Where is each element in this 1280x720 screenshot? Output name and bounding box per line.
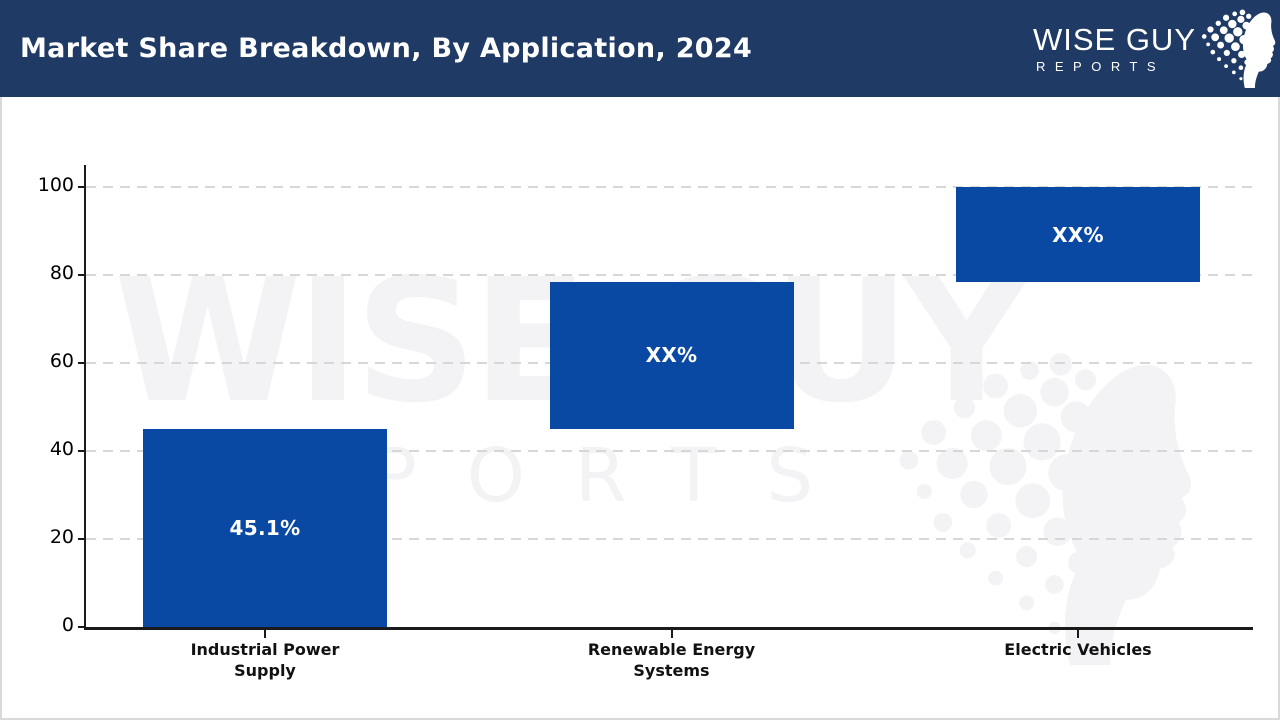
y-axis-tick-60 xyxy=(78,362,86,364)
y-tick-label: 40 xyxy=(49,438,74,460)
gridline-y-100 xyxy=(86,186,1253,188)
brand-subtitle: REPORTS xyxy=(1035,59,1166,75)
y-axis-tick-0 xyxy=(78,626,86,628)
y-tick-label: 20 xyxy=(49,526,74,548)
brand-head-icon xyxy=(1198,9,1276,89)
y-tick-label: 0 xyxy=(61,614,74,636)
y-tick-label: 60 xyxy=(49,350,74,372)
bar-industrial-power-supply: 45.1% xyxy=(143,428,387,627)
plot: 0 20 40 60 80 100 45.1% Industrial Power Supply X… xyxy=(2,97,1278,718)
gridline-y-40 xyxy=(86,450,1253,452)
x-category-label: Electric Vehicles xyxy=(1004,640,1152,659)
y-axis-line xyxy=(84,165,86,630)
x-axis-tick xyxy=(264,630,266,638)
x-category-label: Renewable Energy Systems xyxy=(587,640,756,680)
y-axis-tick-80 xyxy=(78,274,86,276)
y-axis-tick-20 xyxy=(78,538,86,540)
x-axis-tick xyxy=(1077,630,1079,638)
bar-value-label: XX% xyxy=(645,343,698,368)
gridline-y-80 xyxy=(86,274,1253,276)
chart-area: WISE GUY REPORTS 0 20 40 60 80 100 45.1% Indust… xyxy=(0,97,1280,720)
bar-electric-vehicles: XX% xyxy=(956,187,1200,283)
y-axis-tick-100 xyxy=(78,186,86,188)
header: Market Share Breakdown, By Application, … xyxy=(0,0,1280,97)
bar-value-label: XX% xyxy=(1052,222,1104,247)
y-tick-label: 80 xyxy=(49,262,74,284)
bar-renewable-energy-systems: XX% xyxy=(549,282,794,429)
y-axis-tick-40 xyxy=(78,450,86,452)
y-tick-label: 100 xyxy=(37,174,74,196)
brand-name: WISE GUY xyxy=(1032,21,1196,57)
brand-logo: WISE GUY REPORTS xyxy=(1033,6,1276,92)
x-category-label: Industrial Power Supply xyxy=(190,640,340,680)
x-axis-tick xyxy=(670,630,673,638)
gridline-y-20 xyxy=(86,538,1253,540)
x-axis-line xyxy=(84,627,1253,630)
bar-value-label: 45.1% xyxy=(229,515,301,540)
page-title: Market Share Breakdown, By Application, … xyxy=(20,33,753,64)
